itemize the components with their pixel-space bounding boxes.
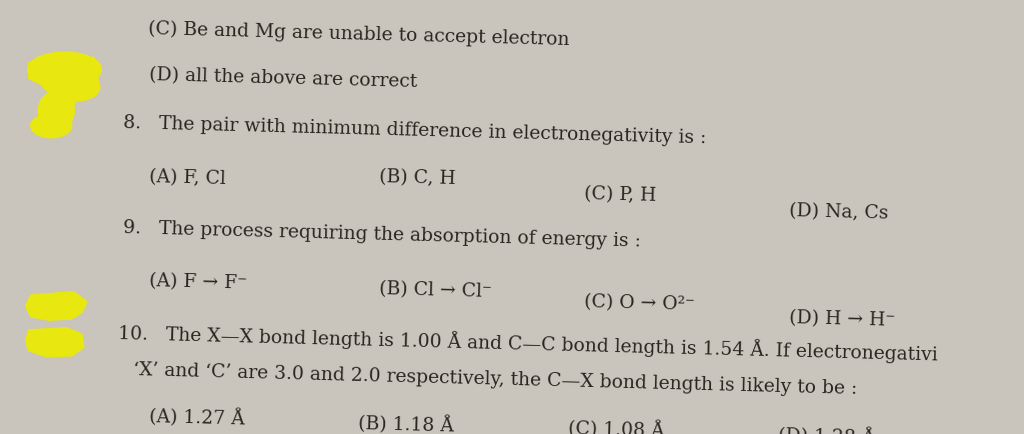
Ellipse shape — [31, 114, 72, 138]
Text: 9.   The process requiring the absorption of energy is :: 9. The process requiring the absorption … — [123, 219, 641, 250]
Text: (A) 1.27 Å: (A) 1.27 Å — [148, 406, 245, 429]
Polygon shape — [26, 292, 87, 320]
Text: (C) P, H: (C) P, H — [584, 185, 656, 205]
Text: ‘X’ and ‘C’ are 3.0 and 2.0 respectively, the C—X bond length is likely to be :: ‘X’ and ‘C’ are 3.0 and 2.0 respectively… — [133, 361, 857, 398]
Text: 10.   The X—X bond length is 1.00 Å and C—C bond length is 1.54 Å. If electroneg: 10. The X—X bond length is 1.00 Å and C—… — [118, 322, 938, 364]
Text: (B) 1.18 Å: (B) 1.18 Å — [358, 413, 455, 434]
Text: (A) F, Cl: (A) F, Cl — [148, 168, 225, 188]
Text: (D) H → H⁻: (D) H → H⁻ — [788, 309, 895, 329]
Polygon shape — [26, 328, 84, 357]
Ellipse shape — [28, 52, 101, 87]
Text: (C) 1.08 Å: (C) 1.08 Å — [568, 418, 666, 434]
Text: (B) Cl → Cl⁻: (B) Cl → Cl⁻ — [379, 280, 492, 301]
Text: (A) F → F⁻: (A) F → F⁻ — [148, 272, 247, 293]
Text: (D) Na, Cs: (D) Na, Cs — [788, 202, 888, 223]
Text: (D) all the above are correct: (D) all the above are correct — [148, 66, 417, 91]
Text: (C) Be and Mg are unable to accept electron: (C) Be and Mg are unable to accept elect… — [148, 20, 570, 49]
Text: (B) C, H: (B) C, H — [379, 168, 456, 188]
Ellipse shape — [39, 91, 75, 130]
Text: 8.   The pair with minimum difference in electronegativity is :: 8. The pair with minimum difference in e… — [123, 114, 707, 147]
Text: (C) O → O²⁻: (C) O → O²⁻ — [584, 293, 694, 314]
Ellipse shape — [53, 72, 100, 101]
Polygon shape — [29, 57, 98, 132]
Text: (D) 1.28 Å: (D) 1.28 Å — [778, 425, 876, 434]
